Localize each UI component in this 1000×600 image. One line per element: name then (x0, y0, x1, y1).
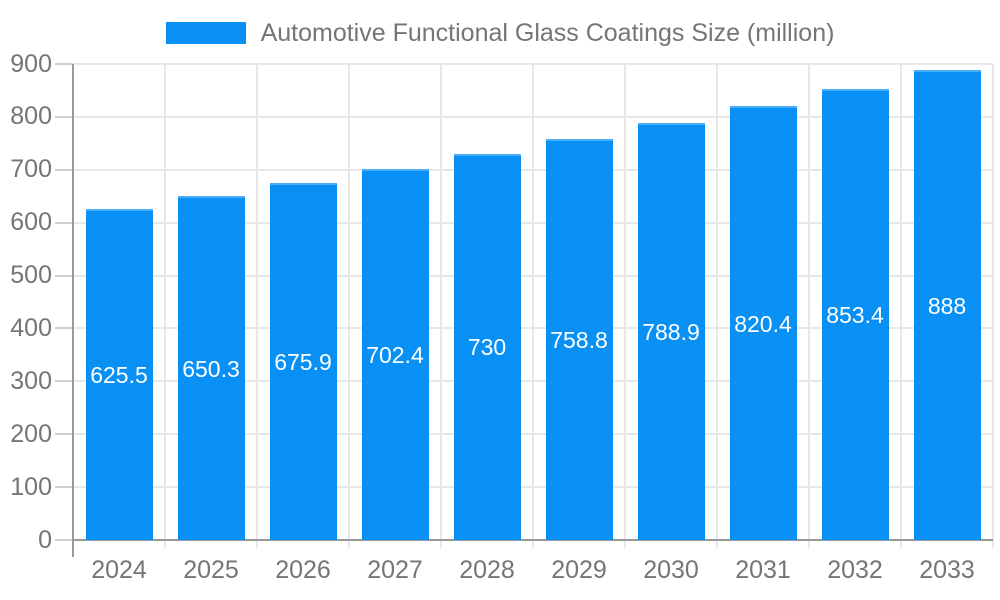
x-gridline (256, 64, 258, 548)
x-axis-tick-label: 2029 (551, 556, 607, 584)
bar-value-label: 888 (927, 292, 967, 319)
bar[interactable]: 675.9 (269, 182, 337, 540)
y-axis-tick-label: 100 (10, 472, 52, 501)
bar[interactable]: 702.4 (361, 168, 429, 540)
bar[interactable]: 625.5 (85, 209, 153, 540)
y-axis-tick-label: 700 (10, 155, 52, 184)
x-gridline (716, 64, 718, 548)
y-axis-tick-label: 800 (10, 102, 52, 131)
x-axis-tick-label: 2032 (827, 556, 883, 584)
bar-value-label: 820.4 (734, 310, 792, 337)
bar[interactable]: 788.9 (637, 122, 705, 540)
y-axis-tick-label: 900 (10, 49, 52, 78)
x-axis-tick-label: 2024 (91, 556, 147, 584)
x-gridline (808, 64, 810, 548)
bar-value-label: 625.5 (90, 362, 148, 389)
y-tick-mark (55, 327, 73, 330)
x-gridline (624, 64, 626, 548)
bar-value-label: 730 (467, 334, 507, 361)
bar-value-label: 853.4 (826, 301, 884, 328)
y-tick-mark (55, 486, 73, 489)
legend-label: Automotive Functional Glass Coatings Siz… (260, 18, 835, 47)
y-axis-tick-label: 400 (10, 313, 52, 342)
bar-value-label: 758.8 (550, 326, 608, 353)
x-axis-tick-label: 2033 (919, 556, 975, 584)
legend-item[interactable]: Automotive Functional Glass Coatings Siz… (0, 18, 1000, 48)
bar-value-label: 675.9 (274, 348, 332, 375)
x-gridline (900, 64, 902, 548)
y-tick-mark (55, 168, 73, 171)
x-gridline (440, 64, 442, 548)
y-tick-mark (55, 221, 73, 224)
x-axis-tick-label: 2030 (643, 556, 699, 584)
y-tick-mark (55, 433, 73, 436)
x-axis-tick-label: 2027 (367, 556, 423, 584)
x-axis-tick-label: 2031 (735, 556, 791, 584)
bar[interactable]: 650.3 (177, 196, 245, 540)
y-axis-tick-label: 200 (10, 419, 52, 448)
y-axis-tick-label: 0 (38, 525, 52, 554)
bar[interactable]: 758.8 (545, 138, 613, 540)
y-axis-tick-label: 500 (10, 261, 52, 290)
y-axis-tick-label: 600 (10, 208, 52, 237)
bar-value-label: 702.4 (366, 341, 424, 368)
bar[interactable]: 730 (453, 153, 521, 540)
y-tick-mark (55, 63, 73, 65)
legend-swatch (165, 22, 246, 44)
y-tick-mark (55, 380, 73, 383)
x-axis-tick-label: 2026 (275, 556, 331, 584)
x-gridline (532, 64, 534, 548)
y-axis-tick-label: 300 (10, 366, 52, 395)
y-tick-mark (55, 274, 73, 277)
bar-value-label: 788.9 (642, 318, 700, 345)
x-axis-line (73, 539, 993, 541)
x-gridline (992, 64, 994, 548)
x-gridline (348, 64, 350, 548)
x-axis-tick-label: 2025 (183, 556, 239, 584)
y-tick-mark (55, 115, 73, 118)
y-tick-mark (55, 539, 73, 541)
bar[interactable]: 820.4 (729, 106, 797, 540)
y-axis-line (72, 64, 74, 557)
x-gridline (164, 64, 166, 548)
bar[interactable]: 853.4 (821, 88, 889, 540)
x-axis-tick-label: 2028 (459, 556, 515, 584)
bar-value-label: 650.3 (182, 355, 240, 382)
bar[interactable]: 888 (913, 70, 981, 540)
